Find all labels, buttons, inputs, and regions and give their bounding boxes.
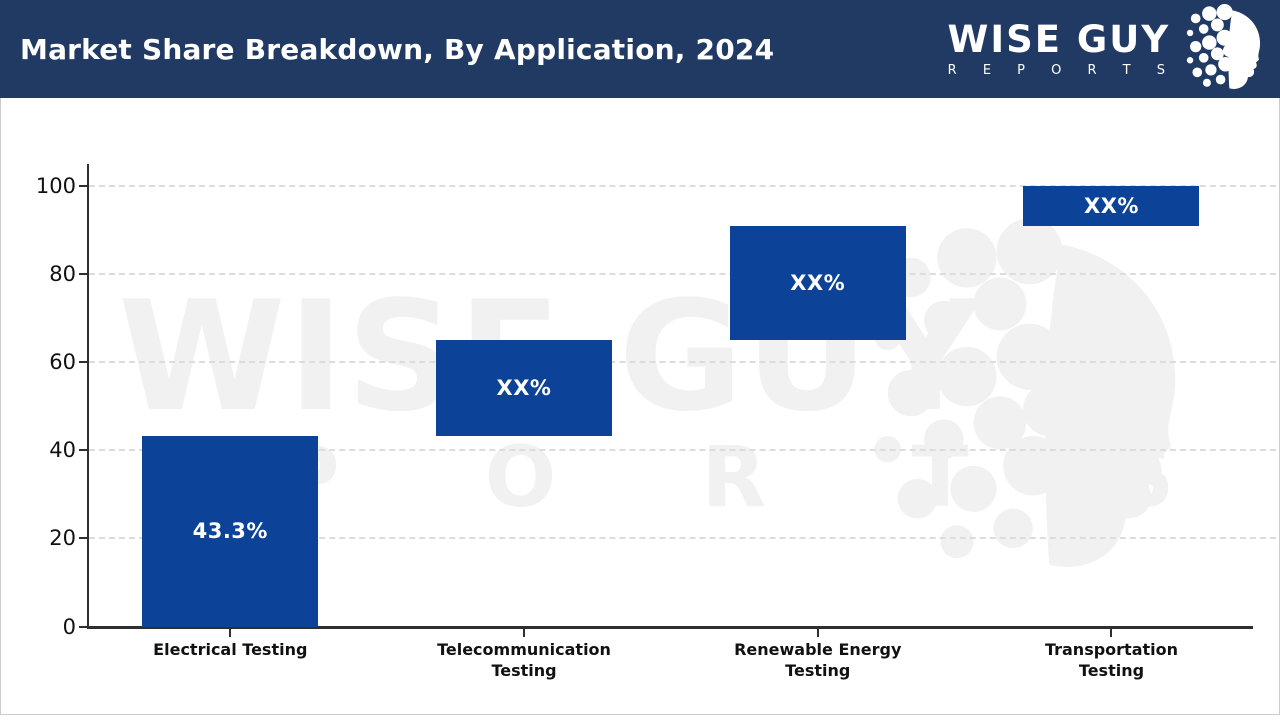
gridline-20 — [89, 537, 1276, 540]
brand-logo: WISE GUY R E P O R T S — [942, 4, 1266, 94]
bar-segment-0: 43.3% — [142, 435, 319, 627]
gridline-80 — [89, 273, 1276, 276]
y-tick-label-40: 40 — [49, 438, 76, 463]
y-tick-mark-0 — [79, 625, 87, 628]
x-category-label-2: Renewable Energy Testing — [734, 640, 902, 680]
y-tick-mark-60 — [79, 361, 87, 364]
y-tick-label-60: 60 — [49, 350, 76, 375]
brand-logo-text: WISE GUY R E P O R T S — [942, 21, 1176, 77]
y-tick-label-80: 80 — [49, 262, 76, 287]
x-axis-spine — [87, 626, 1253, 629]
bar-segment-2: XX% — [729, 225, 906, 341]
gridline-40 — [89, 449, 1276, 452]
bar-value-label: XX% — [790, 270, 846, 295]
bar-segment-3: XX% — [1023, 185, 1200, 226]
y-tick-label-20: 20 — [49, 526, 76, 551]
y-tick-label-0: 0 — [62, 614, 76, 639]
gridline-100 — [89, 184, 1276, 187]
brand-name: WISE GUY — [947, 18, 1171, 61]
x-tick-mark-0 — [229, 629, 232, 637]
y-tick-mark-100 — [79, 184, 87, 187]
y-tick-mark-80 — [79, 273, 87, 276]
brand-subname: R E P O R T S — [947, 63, 1176, 78]
page-title: Market Share Breakdown, By Application, … — [20, 32, 775, 66]
bar-value-label: 43.3% — [192, 519, 268, 544]
x-category-label-1: Telecommunication Testing — [437, 640, 611, 680]
x-tick-mark-2 — [816, 629, 819, 637]
header-bar: Market Share Breakdown, By Application, … — [0, 0, 1280, 98]
bar-segment-1: XX% — [436, 340, 613, 436]
y-tick-mark-20 — [79, 537, 87, 540]
gridline-60 — [89, 361, 1276, 364]
bar-value-label: XX% — [1084, 193, 1139, 218]
x-category-label-0: Electrical Testing — [153, 640, 308, 659]
y-tick-label-100: 100 — [35, 173, 76, 198]
bar-value-label: XX% — [496, 375, 552, 400]
x-tick-mark-3 — [1110, 629, 1113, 637]
y-tick-mark-40 — [79, 449, 87, 452]
watermark-head-icon — [874, 218, 1176, 568]
brand-head-icon — [1186, 4, 1261, 89]
x-category-label-3: Transportation Testing — [1044, 640, 1179, 680]
x-tick-mark-1 — [523, 629, 526, 637]
y-axis-spine — [87, 164, 89, 628]
